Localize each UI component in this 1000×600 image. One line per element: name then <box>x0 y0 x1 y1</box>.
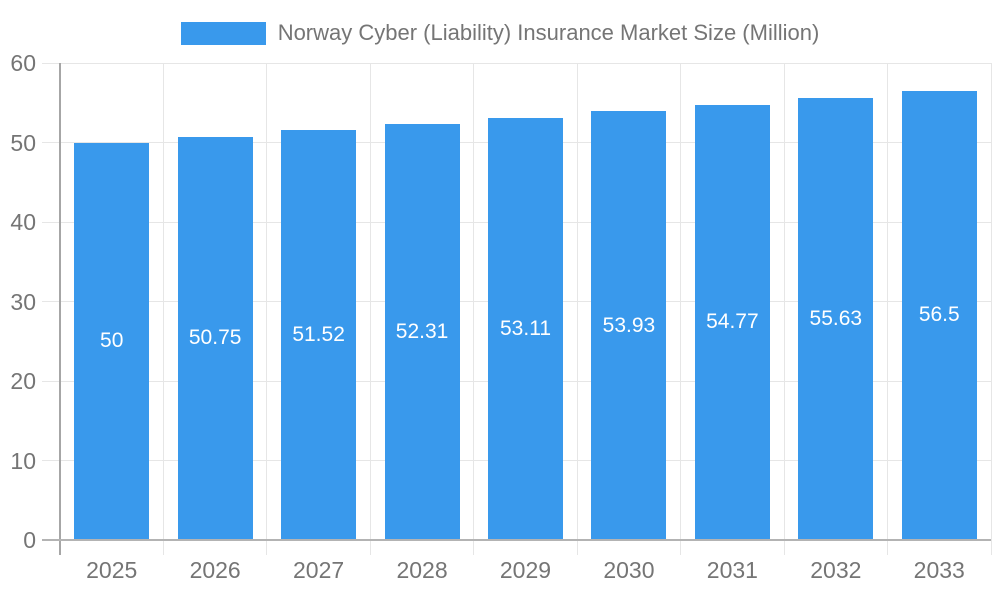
bar-value-label: 50.75 <box>188 326 242 350</box>
bar <box>591 111 667 540</box>
x-axis-line <box>42 539 991 541</box>
x-axis-label: 2025 <box>86 557 138 583</box>
bar <box>901 90 977 540</box>
x-axis-label: 2026 <box>189 557 241 583</box>
x-axis-label: 2029 <box>499 557 552 583</box>
bar-value-label: 53.11 <box>500 316 551 340</box>
bar <box>384 124 460 540</box>
bar-value-label: 50 <box>100 329 124 353</box>
y-axis-label: 0 <box>23 527 36 553</box>
y-axis-label: 20 <box>10 368 36 394</box>
gridline-vertical <box>680 63 682 555</box>
bar <box>177 136 253 540</box>
gridline-vertical <box>990 63 992 555</box>
bar <box>74 142 150 540</box>
x-axis-label: 2033 <box>913 557 965 583</box>
x-axis-label: 2032 <box>810 557 862 583</box>
bar <box>281 130 357 540</box>
x-axis-label: 2030 <box>603 557 655 583</box>
x-axis-label: 2028 <box>396 557 448 583</box>
bar <box>798 97 874 540</box>
gridline-vertical <box>162 63 164 555</box>
y-axis-label: 60 <box>10 50 36 76</box>
legend-swatch <box>180 21 266 45</box>
x-axis-label: 2027 <box>293 557 345 583</box>
gridline-vertical <box>473 63 475 555</box>
gridline-vertical <box>783 63 785 555</box>
bar-value-label: 52.31 <box>395 320 449 344</box>
y-axis-label: 40 <box>10 209 36 235</box>
y-axis-label: 50 <box>10 129 36 156</box>
bar-value-label: 55.63 <box>809 306 863 330</box>
bar <box>488 117 563 540</box>
y-axis-line <box>59 63 61 555</box>
gridline-vertical <box>576 63 578 555</box>
gridline-horizontal <box>42 62 991 64</box>
gridline-vertical <box>369 63 371 555</box>
legend[interactable]: Norway Cyber (Liability) Insurance Marke… <box>0 20 1000 46</box>
bar-value-label: 54.77 <box>706 310 759 334</box>
gridline-vertical <box>887 63 889 555</box>
bar-value-label: 53.93 <box>602 313 656 337</box>
x-axis-label: 2031 <box>706 557 758 583</box>
y-axis-label: 30 <box>10 288 36 315</box>
bar <box>694 104 770 540</box>
legend-label: Norway Cyber (Liability) Insurance Marke… <box>277 20 820 45</box>
y-axis-label: 10 <box>10 447 36 474</box>
bar-value-label: 56.5 <box>918 303 960 327</box>
gridline-vertical <box>266 63 268 555</box>
bar-value-label: 51.52 <box>292 323 345 347</box>
